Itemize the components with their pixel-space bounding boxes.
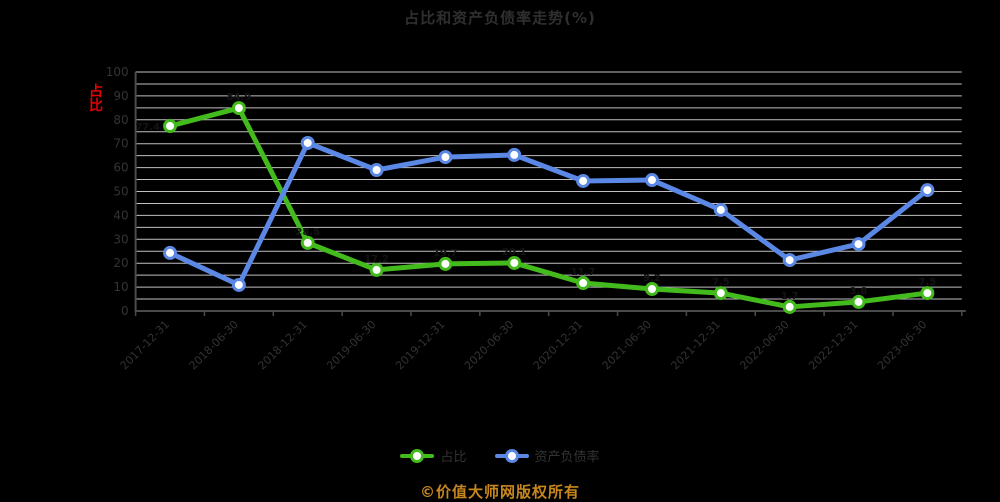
- legend-label-green: 占比: [440, 450, 467, 465]
- data-point-marker: [576, 276, 591, 291]
- chart-title: 占比和资产负债率走势(%): [404, 9, 596, 27]
- data-point-marker: [713, 286, 728, 301]
- legend-item-series-green[interactable]: 占比: [400, 446, 467, 465]
- data-point-marker: [507, 147, 522, 162]
- x-tick-label: 2018-06-30: [187, 318, 241, 372]
- data-point-marker: [576, 173, 591, 188]
- x-tick-label: 2020-06-30: [462, 318, 516, 372]
- data-point-label: 84.9: [227, 92, 252, 103]
- data-point-label: 20.1: [502, 247, 527, 258]
- y-tick-label: 0: [121, 304, 129, 318]
- data-point-label: 28.5: [295, 227, 320, 238]
- data-point-marker: [163, 245, 178, 260]
- data-point-marker: [851, 237, 866, 252]
- x-tick-label: 2023-06-30: [875, 318, 929, 372]
- data-point-marker: [300, 235, 315, 250]
- x-tick-label: 2019-06-30: [324, 318, 378, 372]
- data-point-marker: [782, 253, 797, 268]
- y-tick-label: 20: [113, 256, 128, 270]
- y-tick-label: 80: [113, 113, 128, 127]
- x-tick-label: 2020-12-31: [531, 318, 585, 372]
- y-tick-label: 50: [113, 185, 128, 199]
- data-point-marker: [438, 256, 453, 271]
- y-tick-label: 10: [113, 280, 128, 294]
- data-point-marker: [713, 202, 728, 217]
- y-tick-label: 30: [113, 232, 128, 246]
- data-point-label: 77.4: [135, 122, 160, 133]
- data-point-label: 7.5: [919, 277, 937, 288]
- data-point-label: 7.5: [712, 277, 730, 288]
- data-point-label: 1.7: [781, 291, 799, 302]
- chart-legend: 占比 资产负债率: [0, 446, 1000, 465]
- data-point-marker: [163, 119, 178, 134]
- legend-item-series-blue[interactable]: 资产负债率: [494, 446, 600, 465]
- data-point-marker: [438, 150, 453, 165]
- data-point-marker: [231, 277, 246, 292]
- data-point-label: 9.2: [643, 273, 661, 284]
- x-tick-label: 2017-12-31: [118, 318, 172, 372]
- y-tick-label: 40: [113, 208, 128, 222]
- data-point-marker: [920, 183, 935, 198]
- y-tick-label: 70: [113, 137, 128, 151]
- data-point-marker: [644, 173, 659, 188]
- legend-label-blue: 资产负债率: [534, 450, 600, 465]
- data-point-marker: [507, 255, 522, 270]
- y-tick-label: 90: [113, 89, 128, 103]
- data-point-marker: [369, 162, 384, 177]
- data-point-label: 3.8: [850, 286, 868, 297]
- x-tick-label: 2021-12-31: [669, 318, 723, 372]
- data-point-marker: [369, 262, 384, 277]
- data-point-label: 19.7: [433, 248, 458, 259]
- data-point-marker: [231, 101, 246, 116]
- data-point-label: 11.7: [571, 267, 596, 278]
- data-point-marker: [920, 286, 935, 301]
- y-tick-label: 60: [113, 161, 128, 175]
- x-tick-label: 2021-06-30: [600, 318, 654, 372]
- series-line-1: [167, 140, 930, 288]
- y-tick-label: 100: [106, 65, 129, 79]
- x-tick-label: 2019-12-31: [393, 318, 447, 372]
- series-line-0: [167, 105, 930, 310]
- x-tick-label: 2022-12-31: [806, 318, 860, 372]
- y-axis-unit-label: 占比: [89, 83, 103, 114]
- data-point-marker: [782, 299, 797, 314]
- x-tick-label: 2018-12-31: [255, 318, 309, 372]
- data-point-marker: [300, 135, 315, 150]
- legend-blue-line-marker-icon: [494, 448, 529, 463]
- data-point-label: 17.2: [364, 254, 389, 265]
- data-point-marker: [644, 282, 659, 297]
- data-point-marker: [851, 294, 866, 309]
- watermark-source-text: ©价值大师网版权所有: [419, 483, 580, 501]
- x-tick-label: 2022-06-30: [737, 318, 791, 372]
- legend-green-line-marker-icon: [400, 448, 435, 463]
